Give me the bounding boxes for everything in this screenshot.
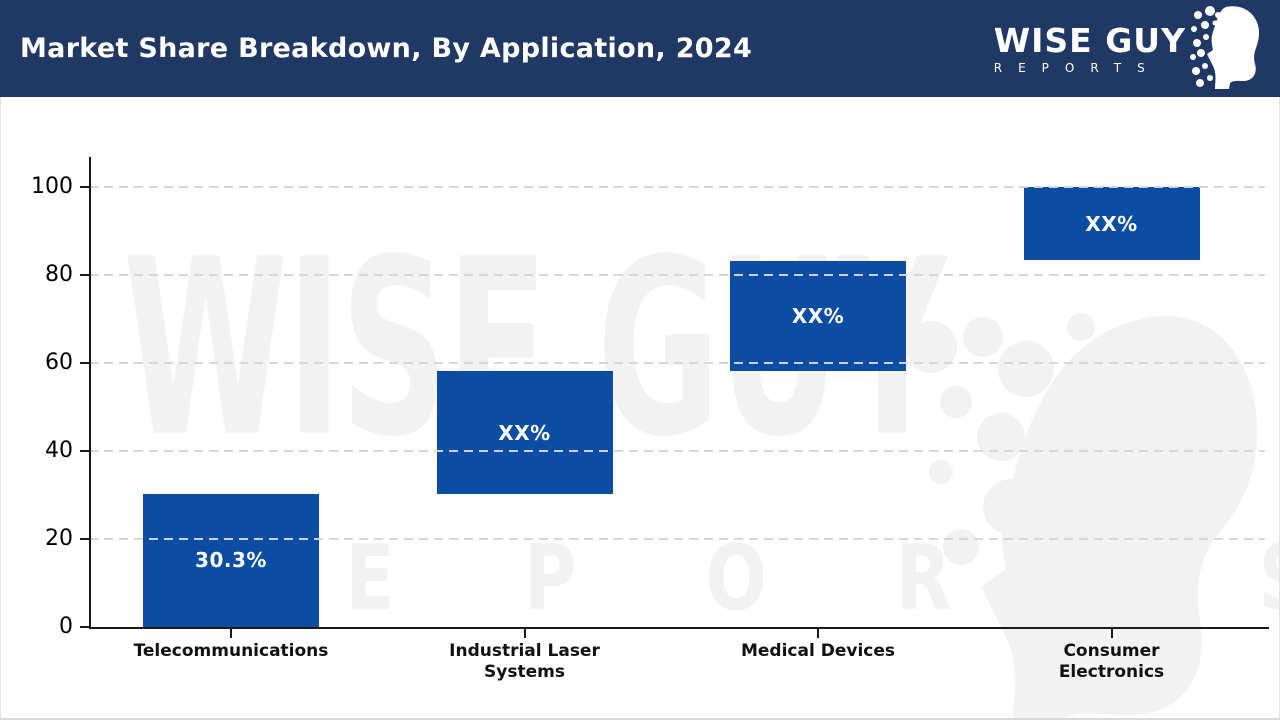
bar-value-label: XX%: [1085, 211, 1138, 236]
header-bar: Market Share Breakdown, By Application, …: [0, 0, 1280, 97]
x-tick-mark: [1110, 629, 1113, 638]
bar-segment: 30.3%: [143, 493, 319, 627]
x-tick-label: Telecommunications: [133, 641, 329, 661]
y-tick-mark: [80, 362, 89, 364]
x-axis-line: [89, 627, 1269, 629]
y-tick-mark: [80, 450, 89, 452]
y-axis-line: [89, 157, 91, 629]
face-profile-icon: [1188, 3, 1266, 95]
chart-title: Market Share Breakdown, By Application, …: [20, 33, 753, 64]
y-tick-mark: [80, 538, 89, 540]
y-tick-label: 20: [45, 526, 73, 551]
y-tick-mark: [80, 626, 89, 628]
x-tick-label: Consumer Electronics: [1058, 641, 1165, 682]
y-tick-label: 60: [45, 350, 73, 375]
bar-value-label: XX%: [498, 420, 551, 445]
brand-name: WISE GUY: [993, 20, 1186, 60]
bar-segment: XX%: [730, 260, 906, 372]
x-tick-mark: [817, 629, 819, 638]
x-tick-mark: [523, 629, 526, 638]
y-tick-label: 100: [31, 174, 73, 199]
gridline: [89, 274, 1265, 276]
x-tick-label: Medical Devices: [740, 641, 895, 661]
y-tick-mark: [80, 186, 89, 188]
y-tick-label: 40: [45, 438, 73, 463]
bar-segment: XX%: [436, 371, 613, 494]
y-tick-label: 80: [45, 262, 73, 287]
gridline: [89, 186, 1265, 188]
brand-logo-text: WISE GUY REPORTS: [994, 24, 1186, 74]
y-tick-label: 0: [59, 614, 73, 639]
gridline: [89, 538, 1265, 540]
brand-subtitle: REPORTS: [993, 60, 1161, 75]
gridline: [89, 362, 1265, 364]
watermark-subtext: R E P O R T S: [161, 525, 1280, 630]
gridline: [89, 450, 1265, 452]
x-tick-mark: [230, 629, 232, 638]
bar-value-label: XX%: [791, 304, 845, 329]
bar-segment: XX%: [1023, 187, 1200, 261]
brand-logo: WISE GUY REPORTS: [994, 3, 1266, 95]
x-tick-label: Industrial Laser Systems: [449, 641, 600, 682]
chart-canvas: WISE GUY R E P O R T S 30.3% XX% XX% XX% 0 20…: [0, 97, 1280, 720]
bar-value-label: 30.3%: [195, 548, 267, 573]
y-tick-mark: [80, 274, 89, 276]
